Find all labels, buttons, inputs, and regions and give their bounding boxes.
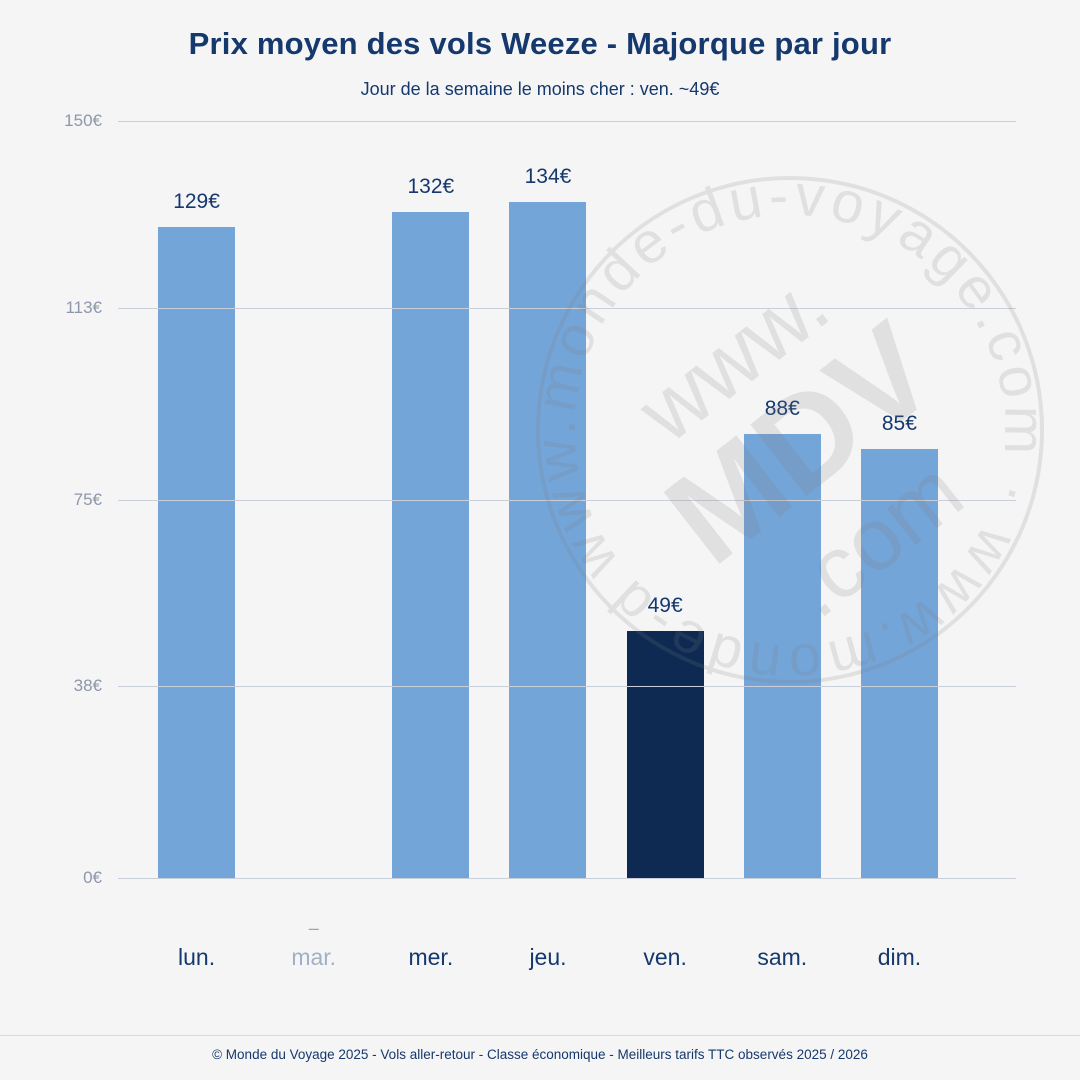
bar-ven <box>626 630 704 878</box>
bar-slot: 49€ <box>607 121 724 878</box>
x-axis-slot: dim. <box>841 878 958 998</box>
bar-mer <box>392 211 470 878</box>
x-category-label: dim. <box>877 944 922 970</box>
x-category-label: mer. <box>408 944 454 970</box>
x-axis-slot: jeu. <box>489 878 606 998</box>
x-category-label: mar. <box>291 944 337 970</box>
x-axis-slot: lun. <box>138 878 255 998</box>
bar-lun <box>158 226 236 878</box>
x-axis-slot: ven. <box>607 878 724 998</box>
bar-value-label: 132€ <box>407 174 455 198</box>
bar-dim <box>860 449 938 878</box>
x-category-label: jeu. <box>529 944 567 970</box>
gridline <box>118 307 1016 309</box>
y-tick-label: 75€ <box>73 489 102 509</box>
footer-divider <box>0 1035 1080 1036</box>
footer-text: © Monde du Voyage 2025 - Vols aller-reto… <box>212 1047 868 1062</box>
x-category-label: ven. <box>643 944 687 970</box>
bar-value-label: 134€ <box>524 164 572 188</box>
gridline <box>118 686 1016 688</box>
gridline <box>118 121 1016 122</box>
bar-slot: 129€ <box>138 121 255 878</box>
x-axis: lun. – mar. mer. jeu. ven. sam. dim. <box>138 878 958 998</box>
bar-slot: 85€ <box>841 121 958 878</box>
page-subtitle: Jour de la semaine le moins cher : ven. … <box>360 79 720 99</box>
plot-area: 129€ 132€ 134€ 49€ 88€ 85€ 150€ 113€ 75€ 38€ 0€ <box>64 111 1016 887</box>
bar-slot: 88€ <box>724 121 841 878</box>
x-category-label: lun. <box>178 944 216 970</box>
x-axis-slot: – mar. <box>255 878 372 998</box>
bar-value-label: 129€ <box>173 189 220 213</box>
bar-value-label: 49€ <box>647 593 683 617</box>
page-title: Prix moyen des vols Weeze - Majorque par… <box>188 26 892 61</box>
bar-value-label: 88€ <box>764 396 800 420</box>
y-tick-label: 150€ <box>64 111 102 130</box>
bar-slot: 132€ <box>372 121 489 878</box>
y-tick-label: 113€ <box>65 297 102 317</box>
gridline <box>118 499 1016 501</box>
bar-slot: 134€ <box>489 121 606 878</box>
y-tick-label: 0€ <box>83 868 102 887</box>
x-axis-slot: sam. <box>724 878 841 998</box>
y-tick-label: 38€ <box>73 676 102 696</box>
bars: 129€ 132€ 134€ 49€ 88€ 85€ <box>138 121 958 878</box>
bar-jeu <box>509 201 587 878</box>
bar-value-label: 85€ <box>881 412 917 436</box>
gridline <box>118 878 1016 879</box>
x-category-label: sam. <box>757 944 808 970</box>
bar-sam <box>743 433 821 878</box>
no-data-dash: – <box>308 918 319 938</box>
x-axis-slot: mer. <box>372 878 489 998</box>
